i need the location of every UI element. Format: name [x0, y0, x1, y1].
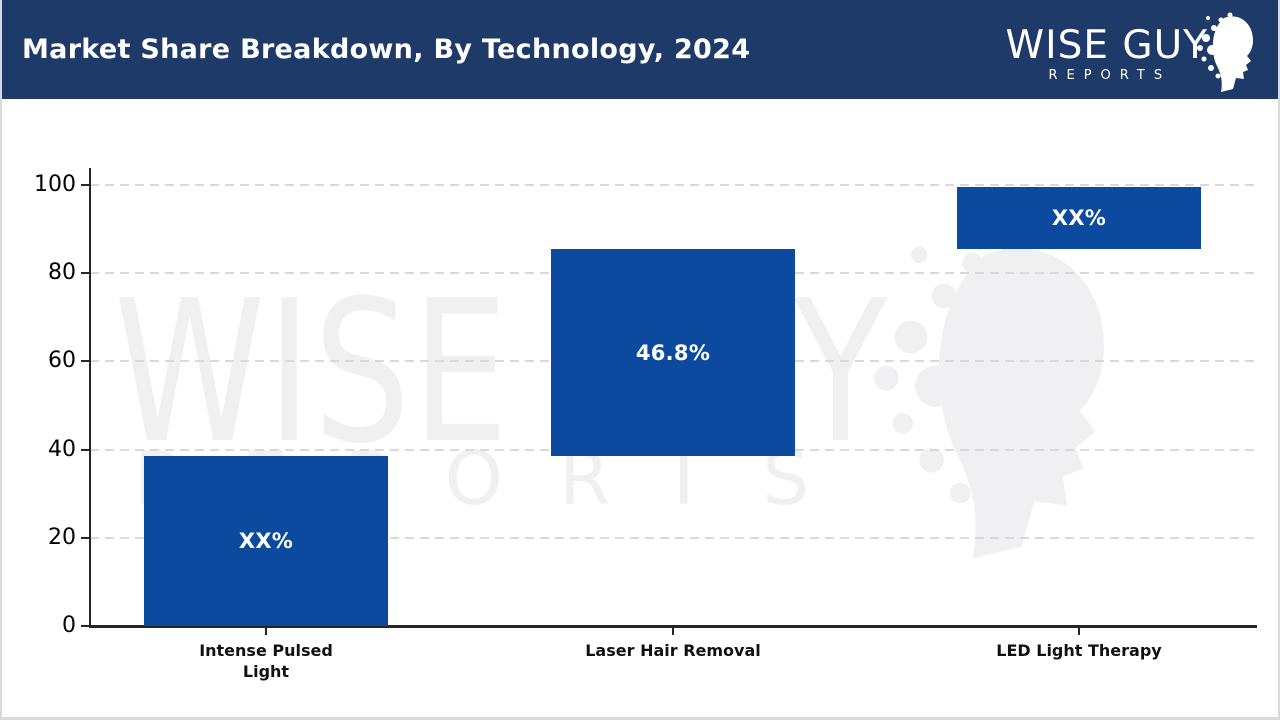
y-tick-mark — [81, 448, 89, 451]
y-tick-mark — [81, 536, 89, 539]
y-tick-label: 60 — [48, 348, 76, 374]
y-axis-line — [89, 168, 91, 627]
watermark-head-icon — [874, 232, 1104, 559]
logo-text: WISE GUY REPORTS — [1005, 22, 1208, 83]
y-tick-label: 20 — [48, 524, 76, 550]
bar-value-label: XX% — [1051, 206, 1107, 231]
brand-logo: WISE GUY REPORTS — [1006, 10, 1268, 94]
x-tick-mark — [265, 628, 267, 635]
header-bar: Market Share Breakdown, By Technology, 2… — [2, 0, 1278, 99]
bar-value-label: 46.8% — [635, 340, 711, 365]
bar-value-label: XX% — [238, 528, 294, 553]
x-axis-label-led-light-therapy: LED Light Therapy — [996, 641, 1162, 660]
chart-title: Market Share Breakdown, By Technology, 2… — [22, 34, 751, 65]
y-tick-mark — [81, 360, 89, 363]
bar-laser-hair-removal: 46.8% — [551, 249, 795, 456]
x-axis-line — [89, 625, 1257, 628]
y-tick-label: 0 — [62, 613, 76, 638]
logo-head-icon — [1197, 12, 1253, 92]
logo-wordmark: WISE GUY — [1005, 22, 1208, 68]
x-tick-mark — [672, 628, 674, 635]
y-tick-label: 40 — [48, 436, 76, 462]
y-tick-label: 100 — [34, 172, 76, 197]
y-tick-label: 80 — [48, 260, 76, 286]
y-tick-mark — [81, 625, 89, 627]
gridline — [90, 536, 1256, 539]
logo-subtitle: REPORTS — [1048, 67, 1172, 83]
bar-intense-pulsed-light: XX% — [144, 455, 388, 626]
gridline — [90, 184, 1256, 186]
y-tick-mark — [81, 272, 89, 275]
y-tick-mark — [81, 184, 89, 186]
x-axis-label-laser-hair-removal: Laser Hair Removal — [585, 641, 761, 660]
bar-led-light-therapy: XX% — [957, 187, 1201, 250]
x-axis-label-intense-pulsed-light: Intense Pulsed Light — [199, 641, 333, 681]
x-tick-mark — [1078, 628, 1080, 635]
